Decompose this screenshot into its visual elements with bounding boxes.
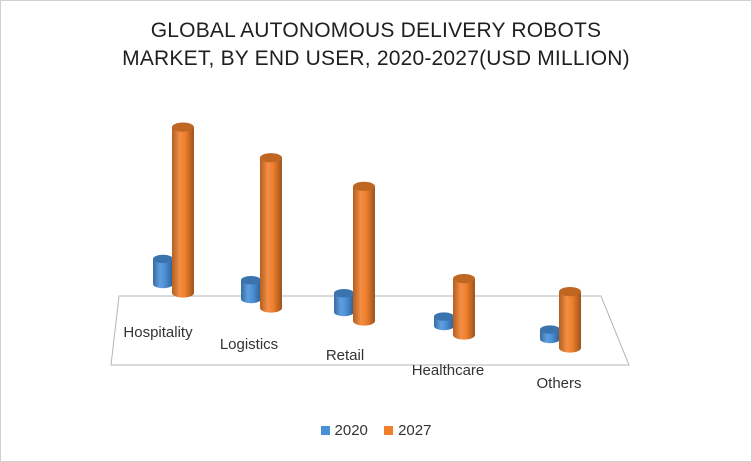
bar-top (434, 312, 454, 321)
category-labels-group: Hospitality Logistics Retail Healthcare Othe… (123, 324, 581, 392)
chart-title-line-1: GLOBAL AUTONOMOUS DELIVERY ROBOTS (150, 19, 602, 42)
legend: 2020 2027 (1, 422, 751, 439)
bar-top (559, 287, 581, 297)
bar-top (260, 153, 282, 163)
legend-label-2020: 2020 (334, 422, 368, 439)
legend-label-2027: 2027 (398, 422, 432, 439)
bar-2020-retail (334, 289, 354, 317)
bar-body (453, 278, 475, 340)
legend-swatch-2027 (384, 426, 394, 435)
bar-body (153, 258, 173, 289)
bar-body (241, 280, 261, 304)
bar-top (540, 325, 560, 334)
category-label-hospitality: Hospitality (123, 324, 193, 341)
bar-2020-healthcare (434, 312, 454, 331)
bar-2027-healthcare (453, 274, 475, 340)
legend-swatch-2020 (320, 426, 330, 435)
category-label-retail: Retail (326, 347, 364, 364)
bar-2027-hospitality (172, 122, 194, 298)
bar-2020-others (540, 325, 560, 344)
chart-floor (110, 295, 630, 366)
bars-group (153, 122, 581, 353)
bar-top (353, 181, 375, 192)
bar-top (453, 274, 475, 284)
chart-title: GLOBAL AUTONOMOUS DELIVERY ROBOTS MARKET… (1, 17, 751, 73)
bar-2027-others (559, 287, 581, 353)
bar-body (334, 293, 354, 317)
bar-body (172, 127, 194, 298)
bar-2027-retail (353, 181, 375, 326)
category-label-others: Others (536, 375, 581, 392)
category-label-logistics: Logistics (220, 336, 278, 353)
legend-item-2020: 2020 (320, 422, 368, 439)
category-label-healthcare: Healthcare (412, 362, 485, 379)
bar-2027-logistics (260, 153, 282, 313)
bar-2020-hospitality (153, 254, 173, 289)
bar-top (172, 122, 194, 132)
bar-2020-logistics (241, 276, 261, 304)
bar-top (153, 254, 173, 264)
bar-top (334, 289, 354, 298)
legend-item-2027: 2027 (384, 422, 431, 439)
bar-body (260, 157, 282, 313)
bar-body (353, 186, 375, 326)
bar-body (559, 291, 581, 353)
bar-top (241, 276, 261, 285)
chart-title-line-2: MARKET, BY END USER, 2020-2027(USD MILLI… (122, 47, 630, 70)
